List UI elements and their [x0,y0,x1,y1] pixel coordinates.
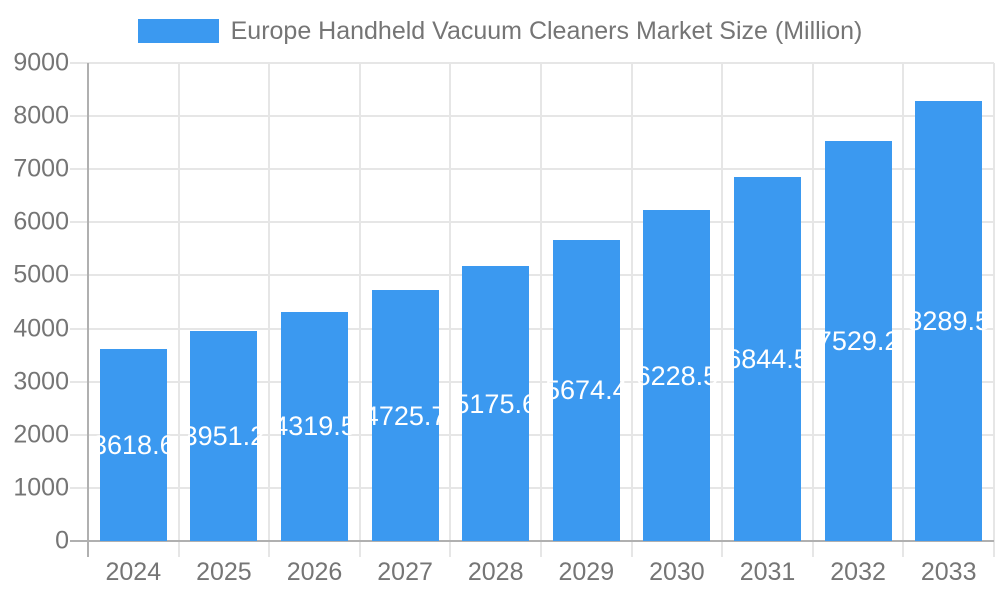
x-axis-tick [993,541,995,557]
gridline-horizontal [70,168,994,171]
y-axis-tick-label: 3000 [13,367,69,396]
bar-value-label: 6844.5 [726,344,809,375]
y-axis-tick-label: 2000 [13,420,69,449]
bar-value-label: 5175.6 [454,388,537,419]
gridline-horizontal [70,115,994,118]
bar[interactable] [824,141,892,541]
bar[interactable] [281,311,348,541]
gridline-horizontal [70,486,994,489]
x-axis-tick-label: 2030 [649,558,705,586]
x-axis-tick [358,541,361,557]
gridline-vertical [811,63,814,541]
y-axis-tick-label: 9000 [13,48,69,77]
x-axis-tick-label: 2032 [830,558,886,586]
bar-value-label: 8289.5 [907,305,990,336]
x-axis-tick [721,541,724,557]
x-axis-tick-label: 2029 [558,558,615,586]
x-axis-tick-label: 2028 [467,558,524,586]
bar[interactable] [734,177,801,541]
x-axis-tick [811,541,814,557]
bar[interactable] [99,348,167,541]
gridline-vertical [902,63,905,541]
bar-value-label: 3618.6 [92,429,175,460]
x-axis-tick [902,541,905,557]
y-axis-tick-label: 0 [55,526,69,555]
gridline-vertical [268,63,271,541]
x-axis-tick [540,541,542,557]
x-axis-tick [268,541,271,557]
legend-swatch-icon [137,19,219,43]
x-axis-tick-label: 2026 [286,558,343,586]
x-axis-tick-label: 2027 [377,558,433,586]
bar[interactable] [190,331,258,541]
gridline-vertical [449,63,452,541]
bar-value-label: 7529.2 [816,326,900,357]
gridline-horizontal [70,327,994,330]
bar-value-label: 5674.4 [545,375,628,406]
gridline-horizontal [70,221,994,224]
bar-value-label: 4725.7 [363,400,447,431]
y-axis-tick-label: 4000 [13,314,69,343]
gridline-vertical [358,63,361,541]
bar-value-label: 6228.5 [635,360,719,391]
x-axis-tick [449,541,452,557]
y-axis-tick-label: 5000 [13,260,69,289]
x-axis-line [70,540,994,542]
x-axis-tick-label: 2033 [920,558,977,586]
x-axis-tick-label: 2025 [196,558,252,586]
bar-value-label: 4319.5 [273,411,356,442]
x-axis-tick [177,541,180,557]
bar[interactable] [552,239,620,541]
bar-value-label: 3951.2 [182,421,266,452]
legend[interactable]: Europe Handheld Vacuum Cleaners Market S… [0,16,1000,46]
gridline-horizontal [70,380,994,383]
bar[interactable] [462,266,530,541]
gridline-vertical [993,63,995,541]
bar[interactable] [643,210,711,541]
y-axis-tick-label: 7000 [13,154,69,183]
gridline-horizontal [70,62,994,64]
bar[interactable] [915,100,983,541]
x-axis-tick-label: 2024 [105,558,162,586]
legend-label: Europe Handheld Vacuum Cleaners Market S… [230,16,863,45]
y-axis-line [86,63,89,557]
bar[interactable] [371,290,439,541]
y-axis-tick-label: 8000 [13,101,69,130]
gridline-horizontal [70,433,994,436]
y-axis-tick-label: 1000 [13,473,69,502]
gridline-vertical [177,63,180,541]
gridline-vertical [721,63,724,541]
gridline-horizontal [70,274,994,277]
x-axis-tick-label: 2031 [739,558,796,586]
y-axis-tick-label: 6000 [13,207,69,236]
gridline-vertical [540,63,542,541]
x-axis-tick [630,541,633,557]
gridline-vertical [630,63,633,541]
